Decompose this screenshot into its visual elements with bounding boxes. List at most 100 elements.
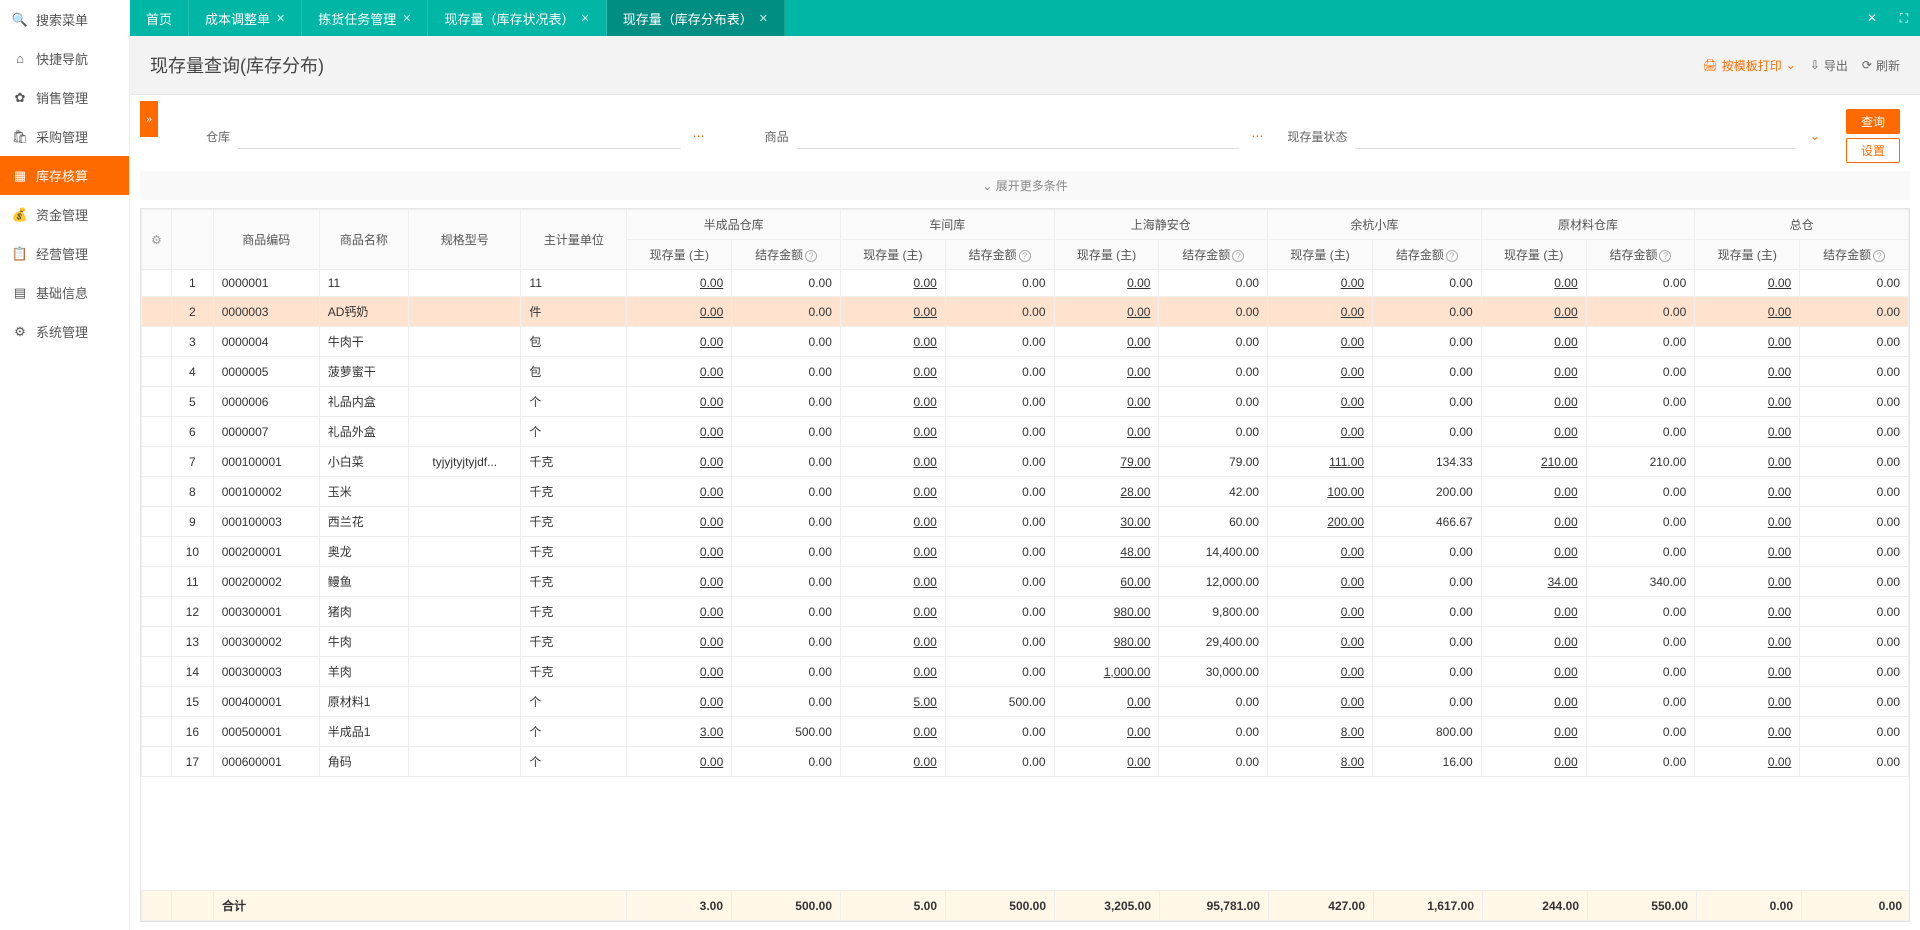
cell-value[interactable]: 0.00 [627,327,732,357]
cell-value[interactable]: 0.00 [1481,627,1586,657]
cell-value[interactable]: 0.00 [1054,327,1159,357]
cell-value[interactable]: 34.00 [1481,567,1586,597]
help-icon[interactable]: ? [1446,250,1458,262]
cell-value[interactable]: 0.00 [627,747,732,777]
cell-value[interactable]: 0.00 [1695,447,1800,477]
cell-value[interactable]: 0.00 [840,357,945,387]
table-row[interactable]: 1000000111110.000.000.000.000.000.000.00… [142,270,1909,297]
cell-value[interactable]: 0.00 [1054,270,1159,297]
filter-collapse-toggle[interactable]: » [140,101,158,137]
cell-value[interactable]: 0.00 [1695,387,1800,417]
cell-value[interactable]: 0.00 [1695,717,1800,747]
cell-value[interactable]: 0.00 [1268,627,1373,657]
cell-value[interactable]: 0.00 [627,657,732,687]
help-icon[interactable]: ? [805,250,817,262]
tab-close-icon[interactable]: ✕ [759,12,768,25]
cell-value[interactable]: 0.00 [1481,717,1586,747]
cell-value[interactable]: 0.00 [1481,747,1586,777]
cell-value[interactable]: 0.00 [840,270,945,297]
cell-value[interactable]: 111.00 [1268,447,1373,477]
cell-value[interactable]: 1,000.00 [1054,657,1159,687]
table-row[interactable]: 9000100003西兰花千克0.000.000.000.0030.0060.0… [142,507,1909,537]
cell-value[interactable]: 0.00 [1481,357,1586,387]
cell-value[interactable]: 0.00 [627,627,732,657]
cell-value[interactable]: 0.00 [627,687,732,717]
sidebar-item-base[interactable]: ▤基础信息 [0,273,129,312]
cell-value[interactable]: 0.00 [1481,270,1586,297]
cell-value[interactable]: 0.00 [1268,597,1373,627]
table-row[interactable]: 14000300003羊肉千克0.000.000.000.001,000.003… [142,657,1909,687]
cell-value[interactable]: 0.00 [1268,327,1373,357]
cell-value[interactable]: 0.00 [1481,297,1586,327]
table-row[interactable]: 11000200002鳗鱼千克0.000.000.000.0060.0012,0… [142,567,1909,597]
print-button[interactable]: 🖨 按模板打印 ⌄ [1703,57,1796,74]
table-row[interactable]: 16000500001半成品1个3.00500.000.000.000.000.… [142,717,1909,747]
help-icon[interactable]: ? [1019,250,1031,262]
cell-value[interactable]: 5.00 [840,687,945,717]
cell-value[interactable]: 0.00 [840,417,945,447]
table-row[interactable]: 30000004牛肉干包0.000.000.000.000.000.000.00… [142,327,1909,357]
cell-value[interactable]: 980.00 [1054,597,1159,627]
tab-close-icon[interactable]: ✕ [581,12,590,25]
cell-value[interactable]: 0.00 [1054,387,1159,417]
cell-value[interactable]: 0.00 [1268,297,1373,327]
cell-value[interactable]: 0.00 [1695,327,1800,357]
tab-close-icon[interactable]: ✕ [276,12,285,25]
cell-value[interactable]: 0.00 [1695,357,1800,387]
help-icon[interactable]: ? [1232,250,1244,262]
cell-value[interactable]: 0.00 [1268,270,1373,297]
cell-value[interactable]: 28.00 [1054,477,1159,507]
table-row[interactable]: 15000400001原材料1个0.000.005.00500.000.000.… [142,687,1909,717]
cell-value[interactable]: 0.00 [627,297,732,327]
cell-value[interactable]: 0.00 [1268,687,1373,717]
table-row[interactable]: 13000300002牛肉千克0.000.000.000.00980.0029,… [142,627,1909,657]
cell-value[interactable]: 0.00 [1695,270,1800,297]
table-row[interactable]: 60000007礼品外盒个0.000.000.000.000.000.000.0… [142,417,1909,447]
cell-value[interactable]: 0.00 [627,270,732,297]
cell-value[interactable]: 0.00 [627,357,732,387]
cell-value[interactable]: 0.00 [1481,687,1586,717]
cell-value[interactable]: 0.00 [1268,567,1373,597]
settings-button[interactable]: 设置 [1846,138,1900,163]
cell-value[interactable]: 0.00 [1481,477,1586,507]
cell-value[interactable]: 0.00 [1481,507,1586,537]
cell-value[interactable]: 0.00 [1054,417,1159,447]
sidebar-item-nav[interactable]: ⌂快捷导航 [0,39,129,78]
tab-4[interactable]: 现存量（库存分布表）✕ [607,0,785,36]
cell-value[interactable]: 0.00 [1695,567,1800,597]
cell-value[interactable]: 0.00 [1481,387,1586,417]
cell-value[interactable]: 200.00 [1268,507,1373,537]
cell-value[interactable]: 0.00 [840,297,945,327]
cell-value[interactable]: 3.00 [627,717,732,747]
cell-value[interactable]: 60.00 [1054,567,1159,597]
filter-warehouse-input[interactable] [238,123,681,149]
cell-value[interactable]: 0.00 [1695,477,1800,507]
cell-value[interactable]: 100.00 [1268,477,1373,507]
cell-value[interactable]: 0.00 [1695,687,1800,717]
cell-value[interactable]: 0.00 [1695,507,1800,537]
cell-value[interactable]: 0.00 [840,447,945,477]
cell-value[interactable]: 0.00 [1695,417,1800,447]
sidebar-item-buy[interactable]: 🛍采购管理 [0,117,129,156]
cell-value[interactable]: 8.00 [1268,717,1373,747]
tab-close-all[interactable]: ✕ [1856,0,1888,36]
cell-value[interactable]: 0.00 [1481,597,1586,627]
tab-fullscreen[interactable]: ⛶ [1888,0,1920,36]
cell-value[interactable]: 0.00 [840,327,945,357]
cell-value[interactable]: 0.00 [840,567,945,597]
cell-value[interactable]: 0.00 [1481,417,1586,447]
cell-value[interactable]: 0.00 [1481,327,1586,357]
cell-value[interactable]: 0.00 [1268,417,1373,447]
cell-value[interactable]: 30.00 [1054,507,1159,537]
cell-value[interactable]: 0.00 [1054,687,1159,717]
table-row[interactable]: 17000600001角码个0.000.000.000.000.000.008.… [142,747,1909,777]
cell-value[interactable]: 0.00 [840,627,945,657]
cell-value[interactable]: 0.00 [627,567,732,597]
table-row[interactable]: 7000100001小白菜tyjyjtyjtyjdf...千克0.000.000… [142,447,1909,477]
cell-value[interactable]: 0.00 [1054,357,1159,387]
cell-value[interactable]: 0.00 [627,447,732,477]
gear-column[interactable]: ⚙ [142,210,172,270]
cell-value[interactable]: 0.00 [1695,657,1800,687]
tab-1[interactable]: 成本调整单✕ [189,0,302,36]
tab-0[interactable]: 首页 [130,0,189,36]
